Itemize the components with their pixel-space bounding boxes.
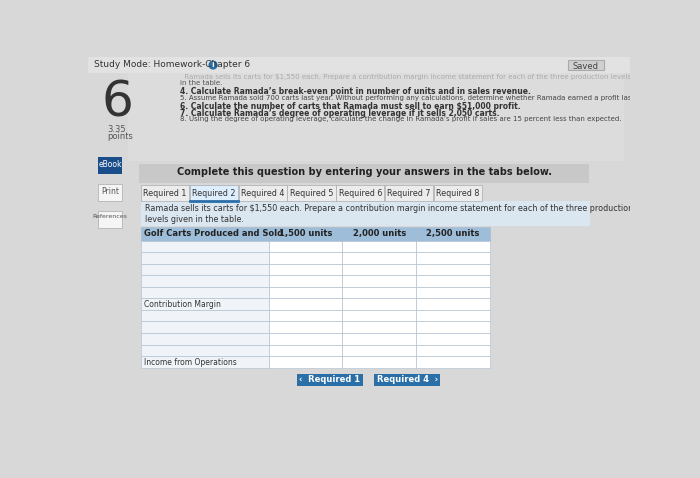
- Bar: [269, 298, 342, 310]
- Bar: [269, 310, 342, 322]
- Bar: [416, 240, 490, 252]
- Text: 2,500 units: 2,500 units: [426, 229, 480, 238]
- Bar: [342, 356, 416, 368]
- Bar: [269, 275, 342, 287]
- Bar: [141, 201, 591, 226]
- Bar: [141, 287, 269, 298]
- Bar: [141, 322, 269, 333]
- Text: 4. Calculate Ramada’s break-even point in number of units and in sales revenue.: 4. Calculate Ramada’s break-even point i…: [181, 87, 531, 97]
- Bar: [98, 211, 122, 228]
- Text: 7. Calculate Ramada’s degree of operating leverage if it sells 2,050 carts.: 7. Calculate Ramada’s degree of operatin…: [181, 109, 500, 118]
- Text: ‹  Required 1: ‹ Required 1: [299, 375, 360, 384]
- Bar: [342, 240, 416, 252]
- Bar: [141, 275, 269, 287]
- Bar: [568, 60, 603, 70]
- Bar: [269, 322, 342, 333]
- Bar: [139, 163, 589, 183]
- Text: points: points: [107, 132, 133, 141]
- Text: Saved: Saved: [573, 62, 598, 71]
- Bar: [190, 185, 238, 201]
- Text: 6. Calculate the number of carts that Ramada must sell to earn $51,000 profit.: 6. Calculate the number of carts that Ra…: [181, 102, 521, 111]
- Bar: [98, 185, 122, 201]
- Text: Complete this question by entering your answers in the tabs below.: Complete this question by entering your …: [176, 167, 552, 177]
- Circle shape: [209, 61, 217, 69]
- Text: 2,000 units: 2,000 units: [353, 229, 406, 238]
- Text: 6: 6: [101, 79, 133, 127]
- Text: Required 1: Required 1: [144, 189, 187, 198]
- Bar: [141, 185, 189, 201]
- Bar: [416, 322, 490, 333]
- Bar: [141, 310, 269, 322]
- Bar: [239, 185, 287, 201]
- Text: Contribution Margin: Contribution Margin: [144, 300, 221, 309]
- Bar: [342, 252, 416, 264]
- Bar: [416, 287, 490, 298]
- Bar: [269, 240, 342, 252]
- Bar: [269, 252, 342, 264]
- Bar: [269, 227, 342, 240]
- Text: 1,500 units: 1,500 units: [279, 229, 332, 238]
- Text: References: References: [92, 214, 127, 218]
- Bar: [416, 252, 490, 264]
- Bar: [416, 356, 490, 368]
- Bar: [98, 157, 122, 174]
- Bar: [342, 310, 416, 322]
- Bar: [269, 356, 342, 368]
- Text: Study Mode: Homework-Chapter 6: Study Mode: Homework-Chapter 6: [94, 60, 250, 69]
- Bar: [416, 298, 490, 310]
- Text: Required 7: Required 7: [387, 189, 431, 198]
- Bar: [416, 333, 490, 345]
- Bar: [342, 345, 416, 356]
- Text: Required 4: Required 4: [241, 189, 284, 198]
- Text: Print: Print: [101, 187, 119, 196]
- Bar: [141, 356, 269, 368]
- Text: Required 4  ›: Required 4 ›: [377, 375, 438, 384]
- Bar: [385, 185, 433, 201]
- Text: Required 5: Required 5: [290, 189, 333, 198]
- Text: Ramada sells its carts for $1,550 each. Prepare a contribution margin income sta: Ramada sells its carts for $1,550 each. …: [145, 205, 633, 224]
- Bar: [269, 287, 342, 298]
- Bar: [141, 252, 269, 264]
- Bar: [416, 264, 490, 275]
- Bar: [141, 345, 269, 356]
- Bar: [342, 227, 416, 240]
- Bar: [269, 333, 342, 345]
- Text: eBook: eBook: [98, 160, 122, 169]
- Bar: [416, 227, 490, 240]
- Text: 3.35: 3.35: [107, 125, 125, 134]
- Bar: [416, 310, 490, 322]
- Bar: [288, 185, 335, 201]
- Bar: [416, 275, 490, 287]
- Text: Required 8: Required 8: [436, 189, 480, 198]
- Bar: [342, 264, 416, 275]
- Text: Required 6: Required 6: [339, 189, 382, 198]
- Bar: [342, 298, 416, 310]
- Text: Required 2: Required 2: [192, 189, 236, 198]
- Bar: [342, 287, 416, 298]
- Bar: [141, 298, 269, 310]
- Text: Golf Carts Produced and Sold: Golf Carts Produced and Sold: [144, 229, 284, 238]
- Bar: [141, 333, 269, 345]
- Text: Income from Operations: Income from Operations: [144, 358, 237, 367]
- Bar: [269, 345, 342, 356]
- Bar: [374, 374, 440, 386]
- Bar: [141, 240, 269, 252]
- Text: 5. Assume Ramada sold 700 carts last year. Without performing any calculations, : 5. Assume Ramada sold 700 carts last yea…: [181, 95, 654, 101]
- Bar: [141, 264, 269, 275]
- Bar: [128, 73, 624, 161]
- Bar: [342, 275, 416, 287]
- Bar: [88, 57, 630, 73]
- Bar: [269, 264, 342, 275]
- Bar: [416, 345, 490, 356]
- Bar: [336, 185, 384, 201]
- Text: in the table.: in the table.: [181, 80, 223, 87]
- Bar: [342, 333, 416, 345]
- Bar: [297, 374, 363, 386]
- Text: Ramada sells its carts for $1,550 each. Prepare a contribution margin income sta: Ramada sells its carts for $1,550 each. …: [181, 74, 653, 80]
- Bar: [342, 322, 416, 333]
- Text: i: i: [212, 62, 214, 67]
- Text: 8. Using the degree of operating leverage, calculate the change in Ramada’s prof: 8. Using the degree of operating leverag…: [181, 116, 622, 122]
- Bar: [141, 227, 269, 240]
- Bar: [434, 185, 482, 201]
